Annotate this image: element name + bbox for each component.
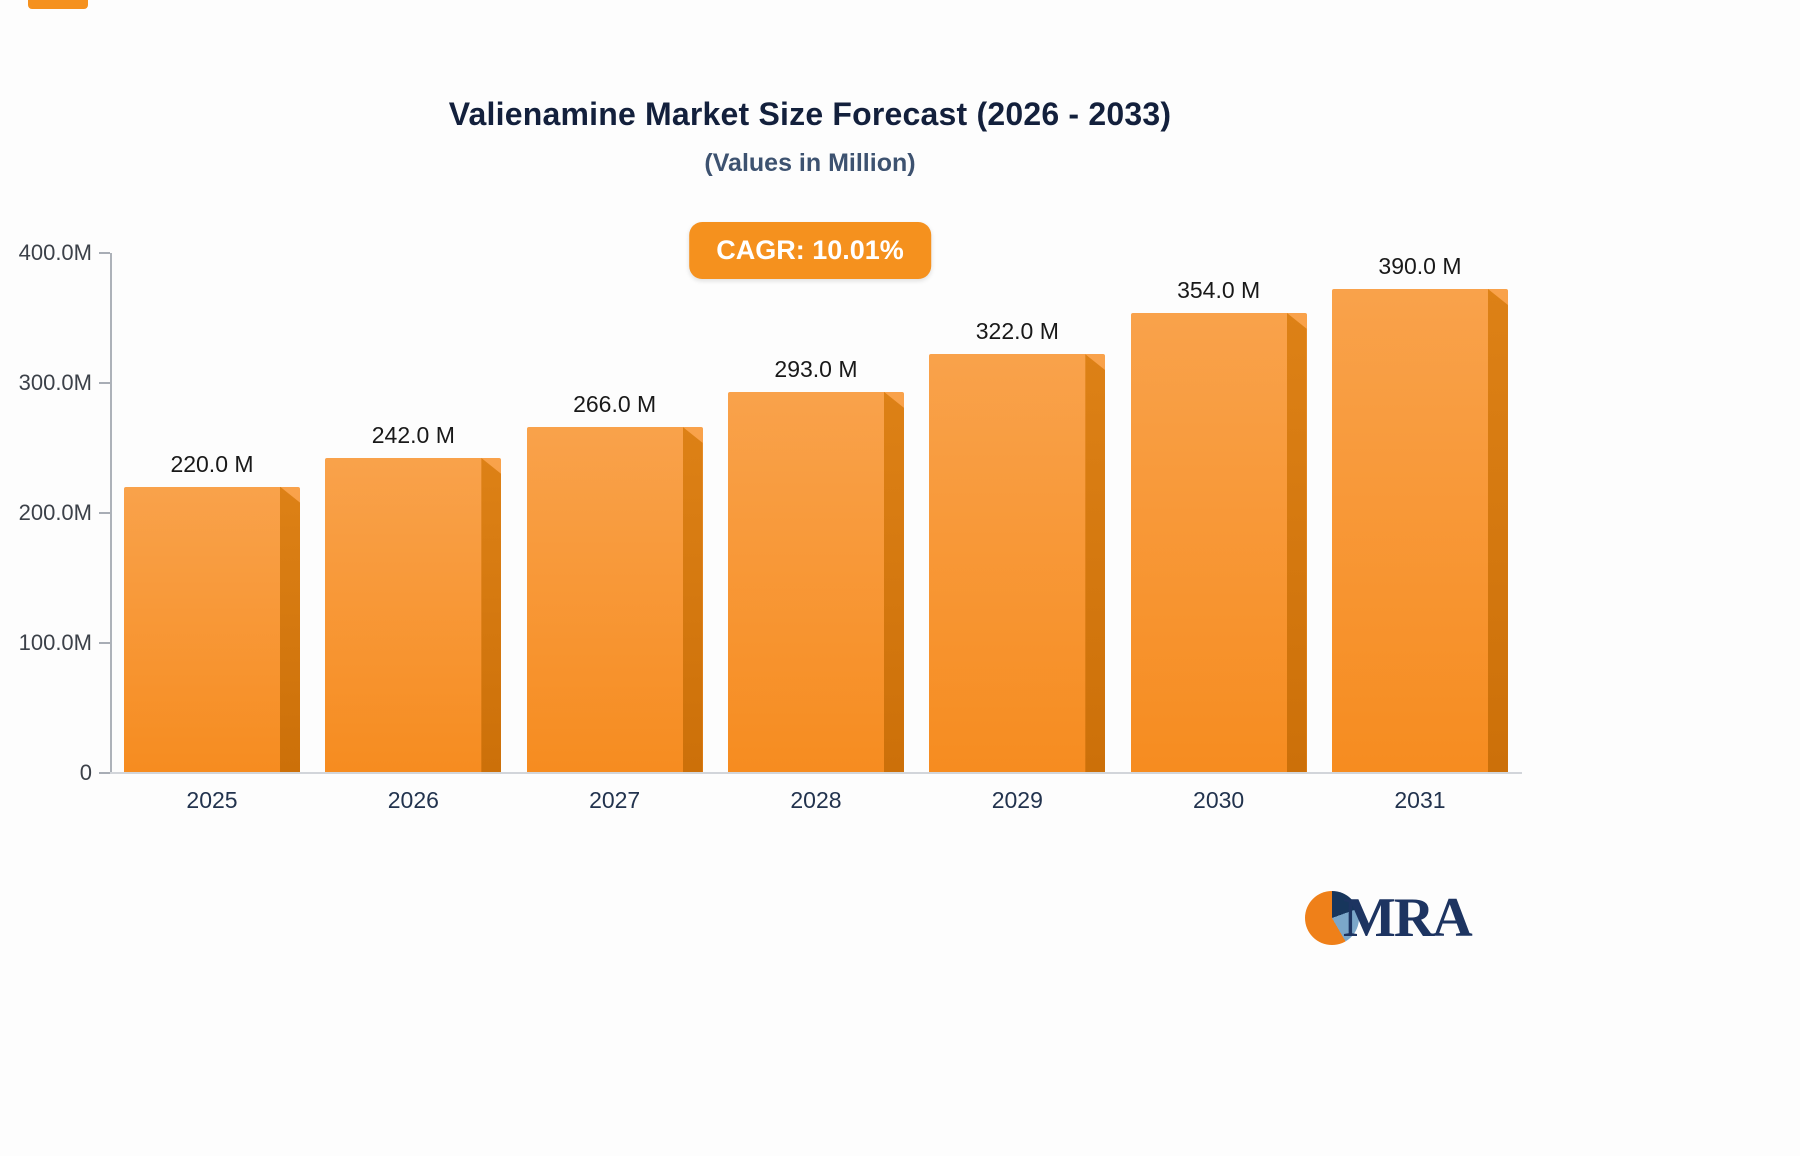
bar [526,426,703,772]
chart-subtitle: (Values in Million) [704,149,916,177]
bar [124,486,300,772]
y-tick-mark [99,642,110,644]
bar [727,391,904,772]
chart-title: Valienamine Market Size Forecast (2026 -… [448,96,1172,132]
y-axis-line [110,253,112,773]
y-tick-label: 100.0M [18,630,92,655]
plot-area: 400.0M 300.0M 200.0M 100.0M 0 220.0 M 242.0 M… [19,240,1522,813]
bar-value-label: 242.0 M [371,422,455,449]
x-axis-label: 2026 [387,787,439,813]
x-axis-label: 2031 [1394,787,1446,813]
y-tick-label: 200.0M [18,500,92,525]
x-axis-label: 2028 [790,787,842,813]
y-tick-label: 400.0M [18,240,92,265]
cagr-badge: CAGR: 10.01% [689,222,931,279]
bar-value-label: 354.0 M [1177,276,1261,303]
bar-value-label: 322.0 M [975,318,1059,345]
bar-value-label: 390.0 M [1378,253,1462,279]
x-axis-label: 2030 [1193,787,1245,813]
bar-group: 293.0 M [727,253,904,772]
top-left-accent [28,0,88,9]
bar-group: 242.0 M [325,253,502,772]
y-tick-label: 300.0M [18,370,92,395]
bar [325,458,502,772]
bar [1331,289,1508,772]
x-axis-label: 2029 [991,787,1043,813]
bar-group: 390.0 M [1331,253,1508,772]
y-tick-mark [99,382,110,384]
bar-value-label: 220.0 M [170,450,254,477]
y-tick-mark [99,252,110,254]
bar-group: 266.0 M [526,253,703,772]
x-labels: 2025 2026 2027 2028 2029 2030 2031 [124,787,1508,814]
y-tick-mark [99,512,110,514]
y-tick-mark [99,772,110,774]
bar-value-label: 266.0 M [573,390,657,417]
pie-logo-icon [1305,891,1359,945]
y-tick-label: 0 [79,760,92,785]
bar [929,354,1106,772]
market-forecast-chart: Valienamine Market Size Forecast (2026 -… [0,0,1620,1156]
bar-value-label: 293.0 M [774,355,858,382]
mra-logo: MRA [1305,887,1473,949]
x-axis-label: 2027 [589,787,641,813]
logo-text: MRA [1343,887,1473,949]
bar-group: 220.0 M [124,253,300,772]
bar-group: 354.0 M [1130,253,1307,772]
y-ticks: 400.0M 300.0M 200.0M 100.0M 0 [19,240,1522,785]
bars: 220.0 M 242.0 M 266.0 M 293.0 M 322.0 M 354.0… [124,253,1508,772]
x-axis-line [110,772,1522,774]
bar [1130,312,1307,772]
x-axis-label: 2025 [186,787,238,813]
bar-group: 322.0 M [929,253,1106,772]
